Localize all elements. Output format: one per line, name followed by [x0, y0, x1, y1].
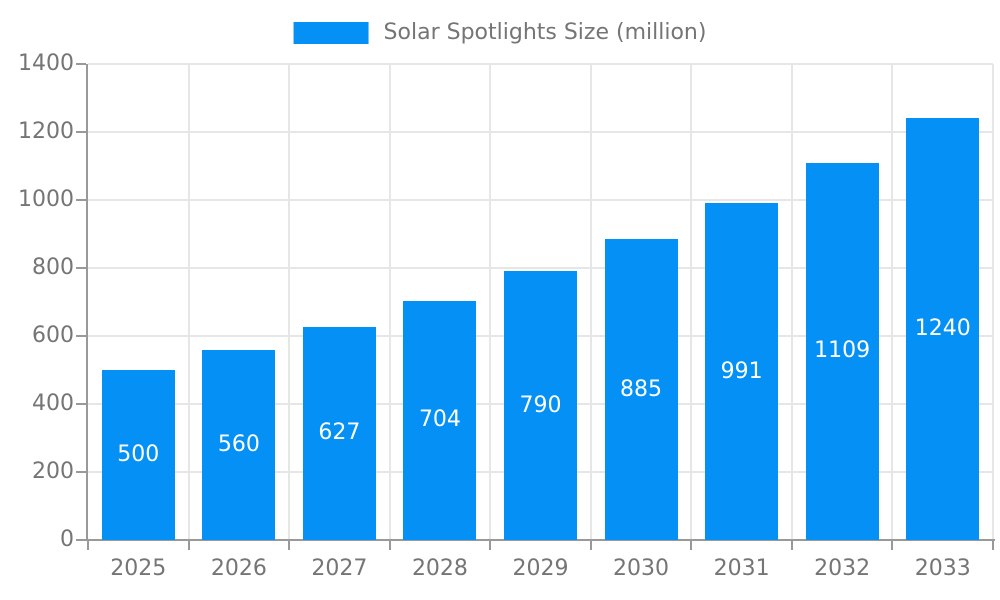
x-axis-line — [86, 539, 995, 541]
x-axis-tick — [187, 540, 190, 550]
gridline-vertical — [589, 64, 592, 540]
gridline-horizontal — [88, 131, 993, 133]
x-axis-tick — [690, 540, 693, 550]
bar-value-label: 790 — [519, 392, 562, 418]
bar-2026[interactable] — [202, 349, 276, 540]
bar-2033[interactable] — [906, 118, 980, 540]
plot-area: 0 200 400 600 800 1000 1200 1400 500 2025 560 2026 6… — [18, 53, 995, 580]
x-axis-tick — [790, 540, 793, 550]
x-axis-tick-label: 2027 — [311, 556, 368, 581]
y-axis-tick-label: 1000 — [18, 187, 74, 212]
x-axis-tick — [87, 540, 89, 550]
gridline-vertical — [790, 64, 793, 540]
x-axis-tick-label: 2028 — [411, 556, 468, 581]
x-axis-tick-label: 2030 — [613, 556, 670, 581]
bar-2025[interactable] — [101, 370, 175, 540]
x-axis-tick-label: 2025 — [110, 556, 167, 581]
legend-label: Solar Spotlights Size (million) — [383, 20, 707, 45]
y-axis-tick-label: 1400 — [18, 51, 74, 76]
y-axis-line — [86, 64, 88, 540]
gridline-horizontal — [88, 199, 993, 201]
bar-value-label: 560 — [217, 431, 260, 457]
bar-2027[interactable] — [302, 326, 376, 540]
gridline-vertical — [489, 64, 492, 540]
gridline-horizontal — [88, 267, 993, 269]
y-axis-tick — [76, 335, 86, 337]
y-axis-tick — [76, 471, 86, 473]
bar-2028[interactable] — [403, 300, 477, 540]
x-axis-tick-label: 2029 — [512, 556, 569, 581]
x-axis-tick-label: 2026 — [210, 556, 267, 581]
bar-value-label: 500 — [117, 442, 160, 467]
gridline-vertical — [187, 64, 190, 540]
x-axis-tick-label: 2032 — [814, 556, 871, 581]
y-axis-tick-label: 600 — [32, 323, 74, 348]
bar-2029[interactable] — [504, 271, 577, 540]
x-axis-tick — [288, 540, 291, 550]
bar-value-label: 704 — [418, 407, 461, 433]
bar-value-label: 1109 — [814, 338, 871, 364]
x-axis-tick-label: 2031 — [713, 556, 770, 581]
y-axis-tick — [76, 539, 86, 541]
bar-2032[interactable] — [805, 162, 879, 540]
x-axis-tick — [589, 540, 592, 550]
bar-value-label: 885 — [620, 376, 663, 402]
gridline-horizontal — [88, 63, 993, 65]
legend-swatch — [293, 22, 369, 44]
y-axis-tick-label: 0 — [60, 527, 74, 552]
bar-value-label: 1240 — [914, 316, 971, 342]
gridline-vertical — [388, 64, 391, 540]
bar-2031[interactable] — [705, 203, 779, 540]
bar-value-label: 991 — [720, 358, 763, 384]
y-axis-tick — [76, 199, 86, 201]
y-axis-tick — [76, 267, 86, 269]
y-axis-tick-label: 800 — [32, 255, 74, 280]
gridline-vertical — [992, 64, 994, 540]
legend[interactable]: Solar Spotlights Size (million) — [293, 20, 707, 45]
gridline-vertical — [891, 64, 894, 540]
bar-2030[interactable] — [604, 239, 678, 540]
y-axis-tick — [76, 403, 86, 405]
x-axis-tick — [992, 540, 994, 550]
y-axis-tick — [76, 63, 86, 65]
y-axis-tick — [76, 131, 86, 133]
y-axis-tick-label: 1200 — [18, 119, 74, 144]
y-axis-tick-label: 200 — [32, 459, 74, 484]
x-axis-tick — [388, 540, 391, 550]
x-axis-tick-label: 2033 — [914, 556, 971, 581]
x-axis-tick — [891, 540, 894, 550]
y-axis-tick-label: 400 — [32, 391, 74, 416]
gridline-vertical — [288, 64, 291, 540]
bar-value-label: 627 — [318, 420, 361, 446]
gridline-vertical — [690, 64, 693, 540]
x-axis-tick — [489, 540, 492, 550]
